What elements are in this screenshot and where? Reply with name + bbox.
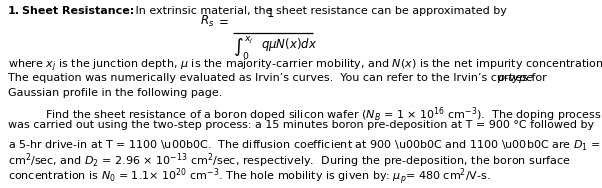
Text: 1: 1	[266, 7, 274, 20]
Text: The equation was numerically evaluated as Irvin’s curves.  You can refer to the : The equation was numerically evaluated a…	[8, 73, 550, 83]
Text: was carried out using the two-step process: a 15 minutes boron pre-deposition at: was carried out using the two-step proce…	[8, 120, 594, 130]
Text: $R_s$: $R_s$	[200, 14, 214, 29]
Text: 1.: 1.	[8, 6, 20, 16]
Text: concentration is $N_0$ = 1.1$\times$ 10$^{20}$ cm$^{-3}$. The hole mobility is g: concentration is $N_0$ = 1.1$\times$ 10$…	[8, 166, 491, 187]
Text: =: =	[219, 16, 229, 29]
Text: In extrinsic material, the sheet resistance can be approximated by: In extrinsic material, the sheet resista…	[132, 6, 507, 16]
Text: a 5-hr drive-in at T = 1100 \u00b0C.  The diffusion coefficient at 900 \u00b0C a: a 5-hr drive-in at T = 1100 \u00b0C. The…	[8, 136, 602, 154]
Text: $q\mu N(x)dx$: $q\mu N(x)dx$	[261, 36, 317, 53]
Text: cm$^2$/sec, and $D_2$ = 2.96 $\times$ 10$^{-13}$ cm$^2$/sec, respectively.  Duri: cm$^2$/sec, and $D_2$ = 2.96 $\times$ 10…	[8, 151, 571, 170]
Text: $\int_0^{x_j}$: $\int_0^{x_j}$	[233, 35, 254, 62]
Text: Find the sheet resistance of a boron doped silicon wafer ($N_B$ = 1 $\times$ 10$: Find the sheet resistance of a boron dop…	[45, 105, 601, 124]
Text: Gaussian profile in the following page.: Gaussian profile in the following page.	[8, 88, 222, 98]
Text: where $x_j$ is the junction depth, $\mu$ is the majority-carrier mobility, and $: where $x_j$ is the junction depth, $\mu$…	[8, 58, 602, 74]
Text: Sheet Resistance:: Sheet Resistance:	[22, 6, 134, 16]
Text: p-type: p-type	[497, 73, 533, 83]
